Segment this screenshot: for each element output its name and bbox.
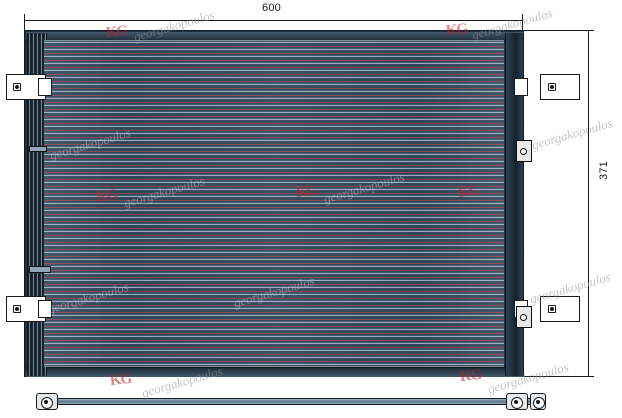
bottom-connector-pipe [50,398,540,405]
fitting-eye [511,397,523,409]
bracket-hole [548,83,556,91]
inlet-block-left [29,266,51,273]
text-watermark: georgakopoulos [530,115,615,153]
width-dimension-line [24,20,522,21]
bracket-hole [548,305,556,313]
height-dimension-line [588,30,589,377]
height-extension-bottom [524,376,588,377]
fitting-eye [41,397,53,409]
bracket-hole [13,305,21,313]
inlet-block-left-2 [29,146,47,152]
refrigerant-port-lower [516,306,532,328]
height-dimension-tick-top [582,30,594,31]
pipe-fitting-left [36,393,58,410]
width-dimension-label: 600 [262,2,281,14]
fin-sheen [44,41,504,366]
port-bolt [520,314,527,321]
condenser-fin-core [44,40,504,367]
pipe-fitting-right-outer [530,393,546,410]
fitting-eye [533,397,545,409]
width-extension-right [522,20,523,34]
pipe-fitting-right [506,393,528,410]
height-extension-top [524,30,588,31]
width-extension-left [24,20,25,34]
right-header-tank [505,33,524,376]
fin-stripes [44,41,504,366]
mount-bracket-bottom-right [540,296,580,322]
core-tab-top-right [514,78,528,96]
bracket-hole [13,83,21,91]
core-tab-bottom-left [38,300,52,318]
bottom-rail [26,367,524,377]
core-tab-top-left [38,78,52,96]
mount-bracket-top-right [540,74,580,100]
height-dimension-label: 371 [598,161,610,180]
height-dimension-tick-bottom [582,376,594,377]
port-bolt [520,148,527,155]
refrigerant-port-upper [516,140,532,162]
